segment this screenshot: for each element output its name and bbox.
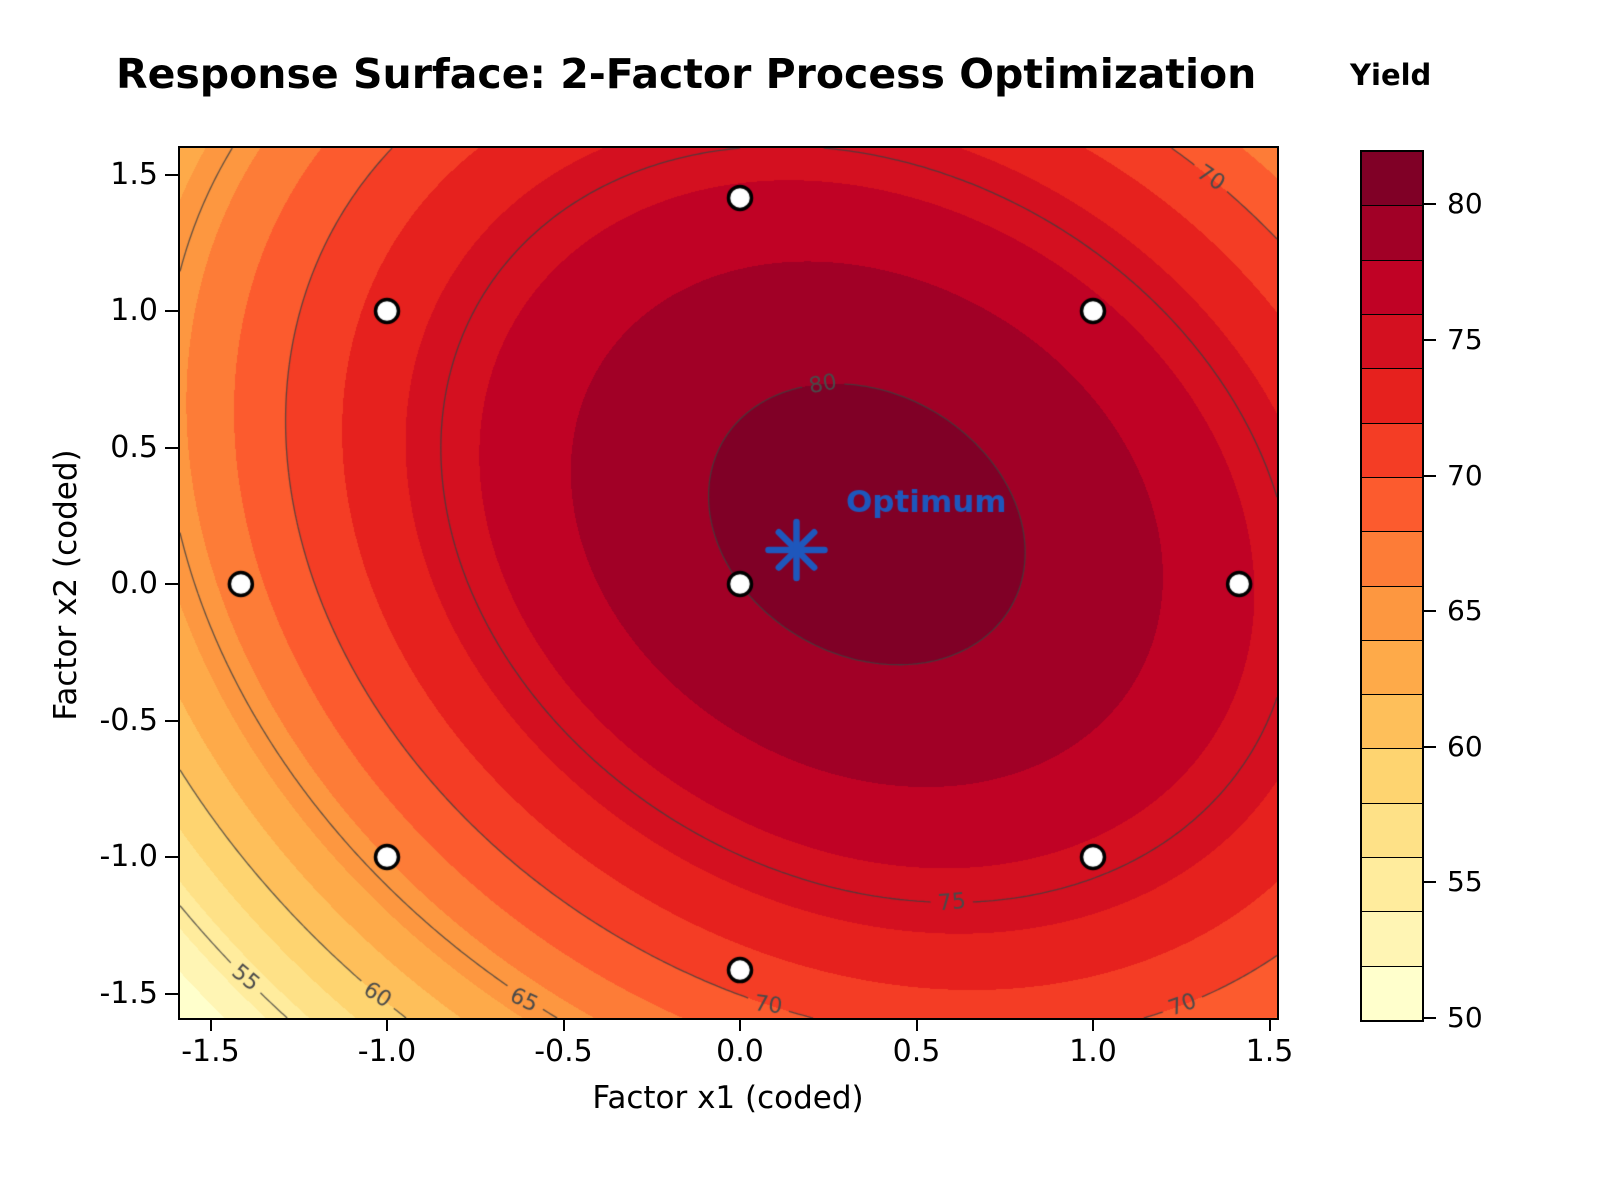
x-tick (1268, 1018, 1271, 1031)
colorbar-tick (1423, 881, 1436, 884)
y-tick-label: -1.0 (99, 839, 158, 874)
y-tick (165, 446, 178, 449)
colorbar-block (1362, 205, 1422, 260)
y-tick-label: 0.5 (110, 429, 158, 465)
colorbar-block (1362, 313, 1422, 369)
x-tick-label: -1.0 (357, 1034, 417, 1069)
y-tick-label: 1.0 (110, 293, 158, 328)
colorbar-block (1362, 802, 1422, 858)
colorbar-tick-label: 70 (1447, 458, 1483, 492)
y-tick (165, 992, 178, 995)
colorbar-tick (1423, 338, 1436, 341)
colorbar-tick-label: 65 (1447, 594, 1483, 628)
x-tick-label: 0.5 (892, 1034, 941, 1069)
y-tick (165, 583, 178, 585)
x-tick (1092, 1018, 1094, 1031)
x-tick (209, 1018, 212, 1031)
colorbar-block (1362, 368, 1422, 423)
y-tick (165, 719, 178, 722)
contour-plot-canvas (180, 148, 1277, 1018)
page-title: Response Surface: 2-Factor Process Optim… (116, 50, 1333, 110)
x-tick (562, 1018, 565, 1031)
colorbar-tick-label: 50 (1447, 1001, 1483, 1034)
y-tick-label: 0.0 (110, 566, 158, 601)
y-tick (165, 173, 178, 176)
colorbar-tick-label: 55 (1447, 865, 1483, 899)
x-tick-label: 1.0 (1069, 1034, 1117, 1069)
colorbar-block (1362, 639, 1422, 695)
colorbar-title: Yield (1350, 58, 1432, 92)
colorbar-block (1362, 531, 1422, 586)
colorbar-tick (1423, 474, 1436, 477)
colorbar-block (1362, 259, 1422, 314)
colorbar-block (1362, 748, 1422, 803)
colorbar-block (1362, 422, 1422, 477)
y-axis-label: Factor x2 (coded) (48, 449, 84, 721)
colorbar-block (1362, 911, 1422, 966)
x-tick (739, 1018, 741, 1031)
x-axis-label: Factor x1 (coded) (592, 1080, 864, 1116)
x-tick-label: 1.5 (1245, 1034, 1294, 1069)
colorbar-tick (1423, 1017, 1436, 1019)
colorbar-block (1362, 694, 1422, 749)
y-tick-label: 1.5 (110, 156, 158, 192)
colorbar-block (1362, 585, 1422, 640)
page-title-text: Response Surface: 2-Factor Process Optim… (116, 50, 1257, 98)
y-tick (165, 856, 178, 858)
y-tick (165, 310, 178, 312)
x-tick (386, 1018, 388, 1031)
y-tick-label: -1.5 (99, 975, 158, 1011)
colorbar-tick-label: 80 (1447, 187, 1483, 221)
x-tick-label: -0.5 (534, 1034, 593, 1069)
colorbar-block (1362, 857, 1422, 912)
colorbar-block (1362, 476, 1422, 532)
y-tick-label: -0.5 (99, 702, 158, 738)
colorbar-tick (1423, 203, 1436, 206)
x-tick (915, 1018, 918, 1031)
colorbar (1360, 150, 1424, 1022)
colorbar-tick (1423, 610, 1436, 613)
colorbar-block (1362, 965, 1422, 1020)
x-tick-label: -1.5 (181, 1034, 240, 1069)
x-tick-label: 0.0 (716, 1034, 764, 1069)
colorbar-tick (1423, 745, 1436, 748)
colorbar-block (1362, 152, 1422, 206)
colorbar-tick-label: 75 (1447, 322, 1483, 356)
colorbar-tick-label: 60 (1447, 729, 1483, 763)
